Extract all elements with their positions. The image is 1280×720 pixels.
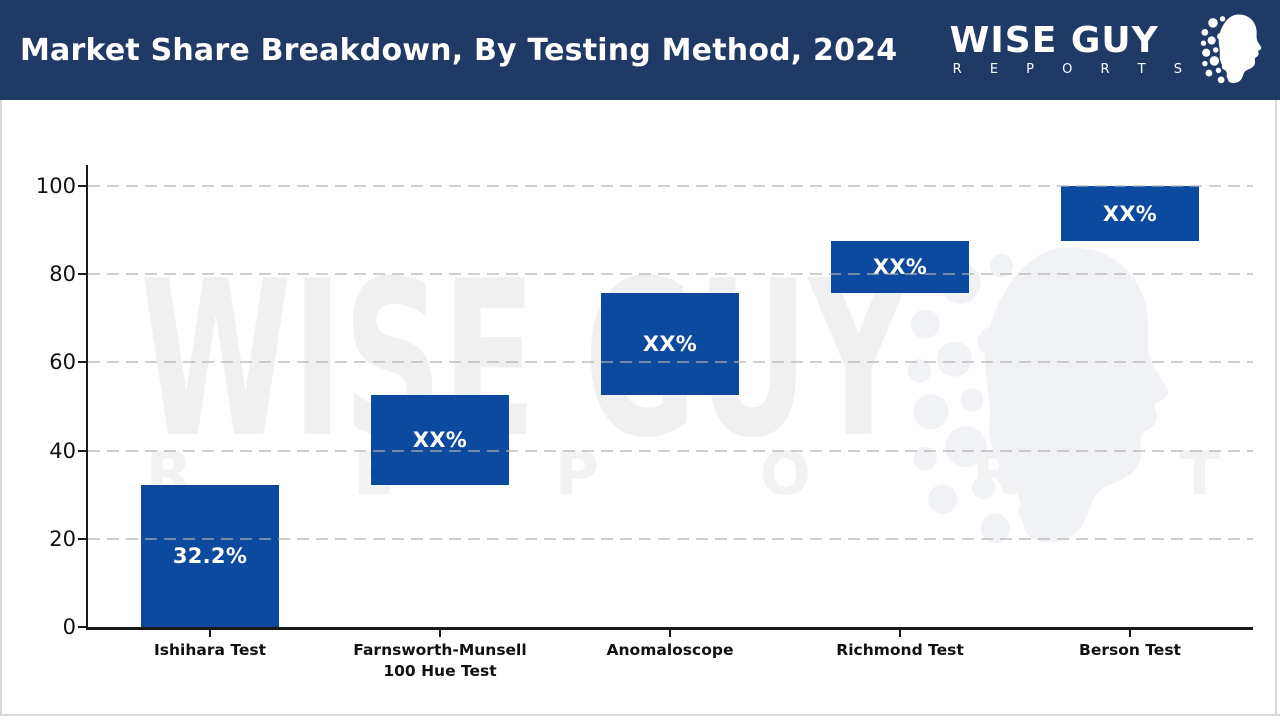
frame-edge-left bbox=[0, 100, 2, 716]
y-tickmark bbox=[78, 361, 86, 364]
bar-4: XX% bbox=[831, 241, 969, 294]
wiseguy-face-icon bbox=[1198, 12, 1266, 88]
gridline-60 bbox=[88, 361, 1253, 364]
logo-subtitle: R E P O R T S bbox=[952, 62, 1194, 77]
x-tick-label-line: Anomaloscope bbox=[606, 641, 734, 659]
frame-edge-bottom bbox=[0, 714, 1280, 716]
bar-value-label: XX% bbox=[642, 332, 698, 357]
x-tickmark bbox=[1129, 630, 1131, 637]
y-tick-label: 60 bbox=[49, 350, 76, 375]
x-tickmark bbox=[209, 630, 211, 637]
y-tickmark bbox=[78, 626, 86, 628]
bar-value-label: XX% bbox=[872, 255, 928, 280]
bar-3: XX% bbox=[601, 293, 739, 396]
x-tick-label: Ishihara Test bbox=[95, 640, 325, 661]
y-tick-label: 0 bbox=[62, 615, 76, 639]
x-tick-label-line: Ishihara Test bbox=[154, 641, 266, 659]
bar-value-label: XX% bbox=[412, 428, 468, 453]
header-bar: Market Share Breakdown, By Testing Metho… bbox=[0, 0, 1280, 100]
logo-wordmark: WISE GUY bbox=[949, 20, 1159, 61]
x-tick-label-line: Richmond Test bbox=[836, 641, 964, 659]
wiseguy-logo: WISE GUY R E P O R T S bbox=[950, 12, 1280, 88]
x-tickmark bbox=[669, 630, 671, 637]
bar-value-label: XX% bbox=[1102, 201, 1158, 226]
gridline-40 bbox=[88, 449, 1253, 452]
watermark-wordmark: WISE GUY bbox=[140, 234, 909, 485]
gridline-80 bbox=[88, 273, 1253, 276]
y-tick-label: 20 bbox=[49, 526, 76, 551]
frame-edge-right bbox=[1275, 100, 1277, 716]
y-tick-label: 80 bbox=[49, 262, 76, 287]
bar-1: 32.2% bbox=[141, 484, 279, 627]
bar-2: XX% bbox=[371, 395, 509, 485]
y-tickmark bbox=[78, 449, 86, 452]
y-tickmark bbox=[78, 273, 86, 276]
bar-5: XX% bbox=[1061, 186, 1199, 242]
y-tickmark bbox=[78, 537, 86, 540]
gridline-20 bbox=[88, 537, 1253, 540]
x-tick-label: Farnsworth-Munsell 100 Hue Test bbox=[325, 640, 555, 682]
y-tick-label: 40 bbox=[49, 438, 76, 463]
x-tick-label: Berson Test bbox=[1015, 640, 1245, 661]
x-tick-label-line: Berson Test bbox=[1079, 641, 1181, 659]
bar-value-label: 32.2% bbox=[172, 543, 248, 568]
y-axis-spine bbox=[86, 165, 88, 629]
page-title: Market Share Breakdown, By Testing Metho… bbox=[20, 32, 898, 68]
y-tick-label: 100 bbox=[35, 174, 76, 198]
x-tick-label-line: Farnsworth-Munsell bbox=[353, 641, 527, 659]
x-tick-label: Richmond Test bbox=[785, 640, 1015, 661]
x-axis-spine bbox=[86, 627, 1253, 630]
x-tickmark bbox=[439, 630, 441, 637]
x-tickmark bbox=[899, 630, 901, 637]
gridline-100 bbox=[88, 185, 1253, 187]
x-tick-label-line: 100 Hue Test bbox=[383, 662, 497, 680]
x-tick-label: Anomaloscope bbox=[555, 640, 785, 661]
y-tickmark bbox=[78, 185, 86, 187]
